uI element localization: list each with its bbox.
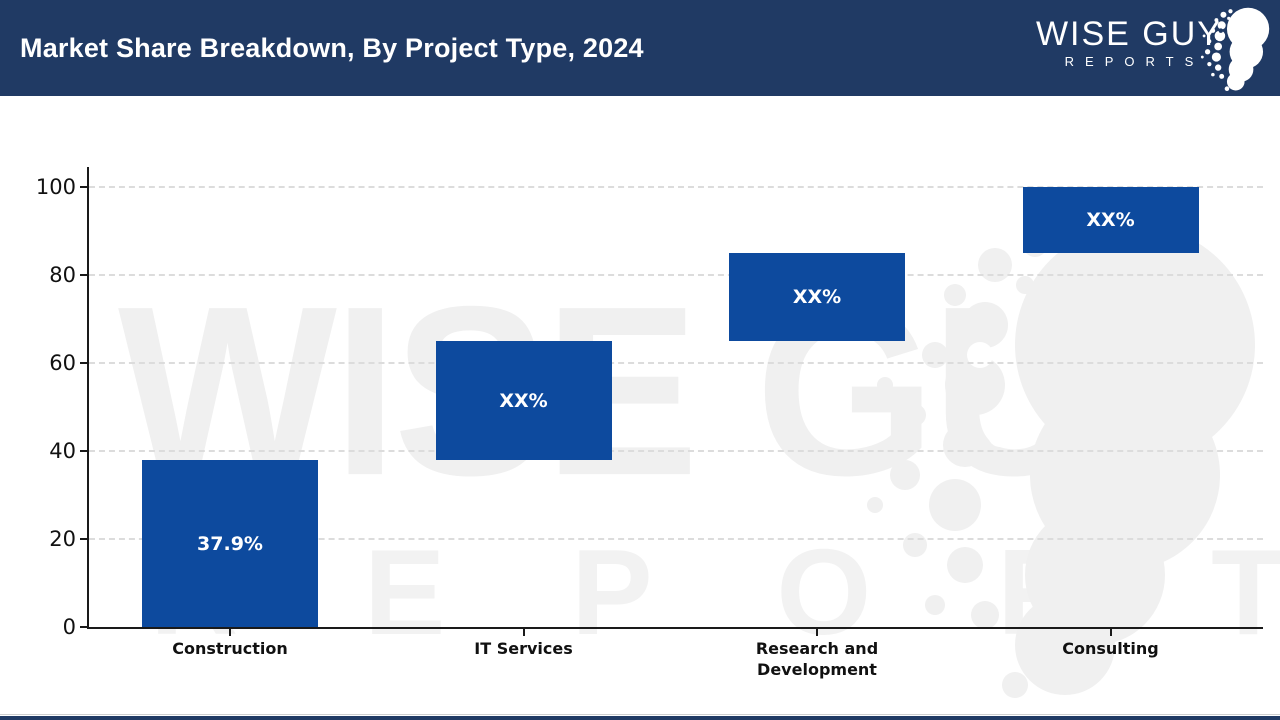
y-tick-label: 100 — [35, 175, 76, 199]
logo-reports-text: REPORTS — [1064, 54, 1205, 69]
bar-it-services: XX% — [435, 341, 612, 461]
y-tick-label: 80 — [49, 263, 76, 287]
x-category-label: Consulting — [1062, 639, 1159, 658]
bar-consulting: XX% — [1022, 187, 1199, 253]
bar-construction: 37.9% — [142, 460, 318, 627]
x-axis-line — [87, 627, 1263, 629]
y-tick-label: 20 — [49, 527, 76, 551]
y-tick — [80, 450, 88, 452]
gridline — [89, 450, 1263, 452]
x-category-label: Construction — [172, 639, 288, 658]
page-title: Market Share Breakdown, By Project Type,… — [20, 32, 644, 63]
gridline — [89, 538, 1263, 540]
wiseguy-logo: WISE GUY REPORTS — [1036, 16, 1222, 69]
logo-wiseguy-text: WISE GUY — [1035, 15, 1222, 53]
y-axis-line — [87, 167, 89, 629]
x-category-label: Research and Development — [755, 639, 879, 679]
bar-value-label: XX% — [792, 286, 842, 308]
x-tick — [816, 629, 818, 636]
bar-value-label: XX% — [1086, 209, 1135, 231]
x-tick — [1109, 629, 1112, 636]
x-tick — [229, 629, 231, 636]
gridline — [89, 362, 1263, 364]
x-tick — [522, 629, 525, 636]
y-tick — [80, 362, 88, 364]
gridline — [89, 186, 1263, 188]
y-tick-label: 40 — [49, 439, 76, 463]
y-tick — [80, 626, 88, 628]
header-bar: Market Share Breakdown, By Project Type,… — [0, 0, 1280, 96]
watermark-face-icon — [867, 225, 1255, 698]
logo-face-icon — [1200, 7, 1270, 92]
footer-divider — [0, 714, 1280, 715]
y-tick — [80, 186, 88, 188]
y-tick — [80, 538, 88, 540]
gridline — [89, 274, 1263, 276]
y-tick — [80, 274, 88, 276]
y-tick-label: 60 — [49, 351, 76, 375]
y-tick-label: 0 — [62, 615, 76, 639]
bar-value-label: 37.9% — [197, 532, 263, 555]
bar-research-development: XX% — [729, 253, 905, 341]
footer-accent-bar — [0, 716, 1280, 720]
bar-value-label: XX% — [499, 389, 548, 412]
x-category-label: IT Services — [474, 639, 573, 658]
